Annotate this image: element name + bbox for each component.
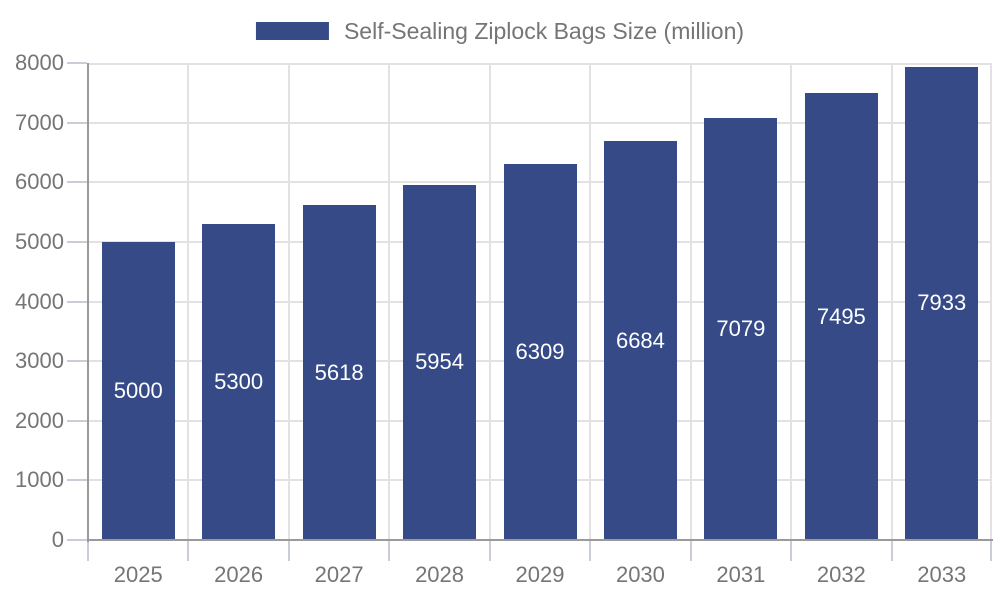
x-tick-label: 2028: [415, 562, 465, 587]
y-axis-tick: [67, 300, 87, 303]
y-tick-label: 0: [51, 527, 64, 552]
y-axis-tick: [67, 181, 87, 184]
y-tick-label: 7000: [15, 109, 64, 135]
y-tick-label: 4000: [15, 288, 64, 314]
y-tick-label: 8000: [15, 50, 64, 75]
x-axis-tick: [890, 541, 893, 561]
x-axis-tick: [388, 541, 391, 561]
gridline-vertical: [388, 63, 391, 540]
bar-2029[interactable]: 6309: [503, 163, 577, 540]
y-axis-tick: [67, 121, 87, 124]
gridline-horizontal: [88, 63, 992, 65]
gridline-vertical: [287, 63, 290, 540]
bar-value-label: 5000: [113, 377, 163, 403]
x-tick-label: 2033: [917, 562, 967, 587]
bar-2028[interactable]: 5954: [403, 184, 477, 540]
legend-swatch: [255, 22, 329, 40]
bar-value-label: 7933: [917, 290, 967, 316]
y-axis-tick: [67, 240, 87, 243]
x-axis-tick: [488, 541, 491, 561]
bar-2033[interactable]: 7933: [905, 66, 979, 540]
x-tick-label: 2031: [716, 562, 766, 587]
gridline-horizontal: [88, 121, 992, 124]
x-tick-label: 2025: [113, 562, 163, 587]
x-axis-tick: [187, 541, 190, 561]
bar-2027[interactable]: 5618: [302, 205, 376, 540]
x-axis-tick: [589, 541, 592, 561]
y-tick-label: 2000: [15, 407, 64, 433]
legend-item[interactable]: Self-Sealing Ziplock Bags Size (million): [255, 18, 745, 44]
x-tick-label: 2030: [615, 562, 665, 587]
bar-value-label: 5618: [314, 359, 364, 385]
bar-2026[interactable]: 5300: [202, 223, 276, 540]
x-tick-label: 2026: [214, 562, 264, 587]
x-axis-tick: [87, 541, 89, 561]
x-tick-label: 2029: [515, 562, 565, 587]
bar-value-label: 7079: [716, 315, 766, 341]
legend-label: Self-Sealing Ziplock Bags Size (million): [343, 18, 745, 44]
y-tick-label: 3000: [15, 348, 64, 374]
bar-value-label: 6309: [515, 338, 565, 364]
gridline-vertical: [890, 63, 893, 540]
y-axis-line: [87, 63, 89, 542]
x-tick-label: 2032: [816, 562, 866, 587]
bar-2030[interactable]: 6684: [603, 141, 677, 540]
bar-value-label: 6684: [615, 327, 665, 353]
y-axis-tick: [67, 419, 87, 422]
y-tick-label: 1000: [15, 467, 64, 493]
plot-area: 5000 5300 5618 5954 6309 6684 7079 7495 7933: [88, 63, 992, 540]
y-axis-tick: [67, 360, 87, 363]
x-axis-line: [87, 539, 993, 541]
bar-2032[interactable]: 7495: [804, 93, 878, 540]
y-axis-tick: [67, 62, 87, 64]
x-axis-tick: [990, 541, 992, 561]
gridline-vertical: [589, 63, 592, 540]
x-tick-label: 2027: [314, 562, 364, 587]
x-axis-tick: [287, 541, 290, 561]
gridline-vertical: [488, 63, 491, 540]
x-axis-tick: [790, 541, 793, 561]
bar-2025[interactable]: 5000: [101, 241, 175, 540]
gridline-vertical: [187, 63, 190, 540]
gridline-vertical: [990, 63, 992, 540]
gridline-vertical: [790, 63, 793, 540]
x-axis-tick: [689, 541, 692, 561]
bar-value-label: 5954: [415, 349, 465, 375]
y-axis-tick: [67, 479, 87, 482]
y-tick-label: 5000: [15, 228, 64, 254]
bar-value-label: 7495: [816, 303, 866, 329]
bar-value-label: 5300: [214, 368, 264, 394]
gridline-vertical: [689, 63, 692, 540]
bar-2031[interactable]: 7079: [704, 117, 778, 540]
y-tick-label: 6000: [15, 169, 64, 195]
y-axis-tick: [67, 539, 87, 541]
